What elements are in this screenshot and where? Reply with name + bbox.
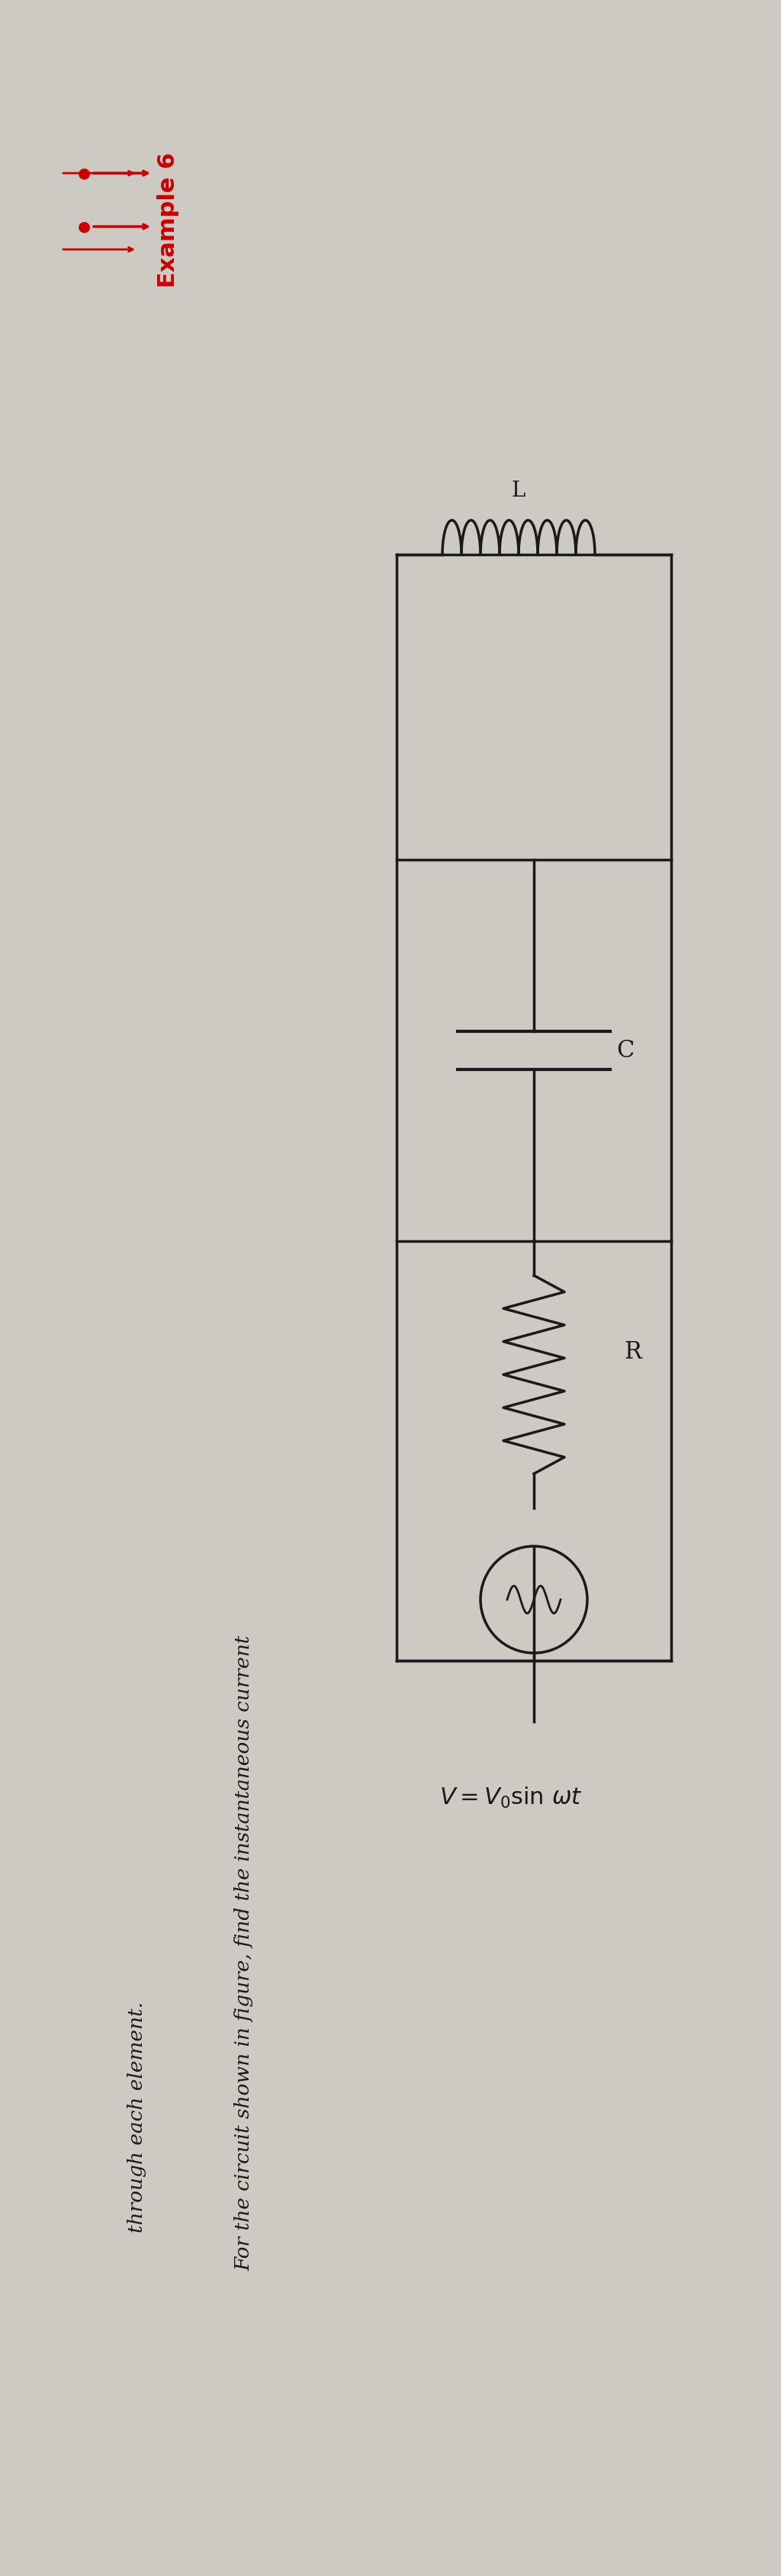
Text: ●: ● [77, 219, 91, 234]
Text: For the circuit shown in figure, find the instantaneous current: For the circuit shown in figure, find th… [234, 1636, 254, 2272]
Text: through each element.: through each element. [128, 2002, 147, 2233]
Text: R: R [624, 1340, 642, 1363]
Text: L: L [512, 482, 526, 502]
Text: ●: ● [77, 165, 91, 180]
Text: Example 6: Example 6 [157, 152, 179, 289]
Text: $V = V_0 \sin\,\omega t$: $V = V_0 \sin\,\omega t$ [440, 1785, 583, 1811]
Text: C: C [616, 1038, 634, 1061]
